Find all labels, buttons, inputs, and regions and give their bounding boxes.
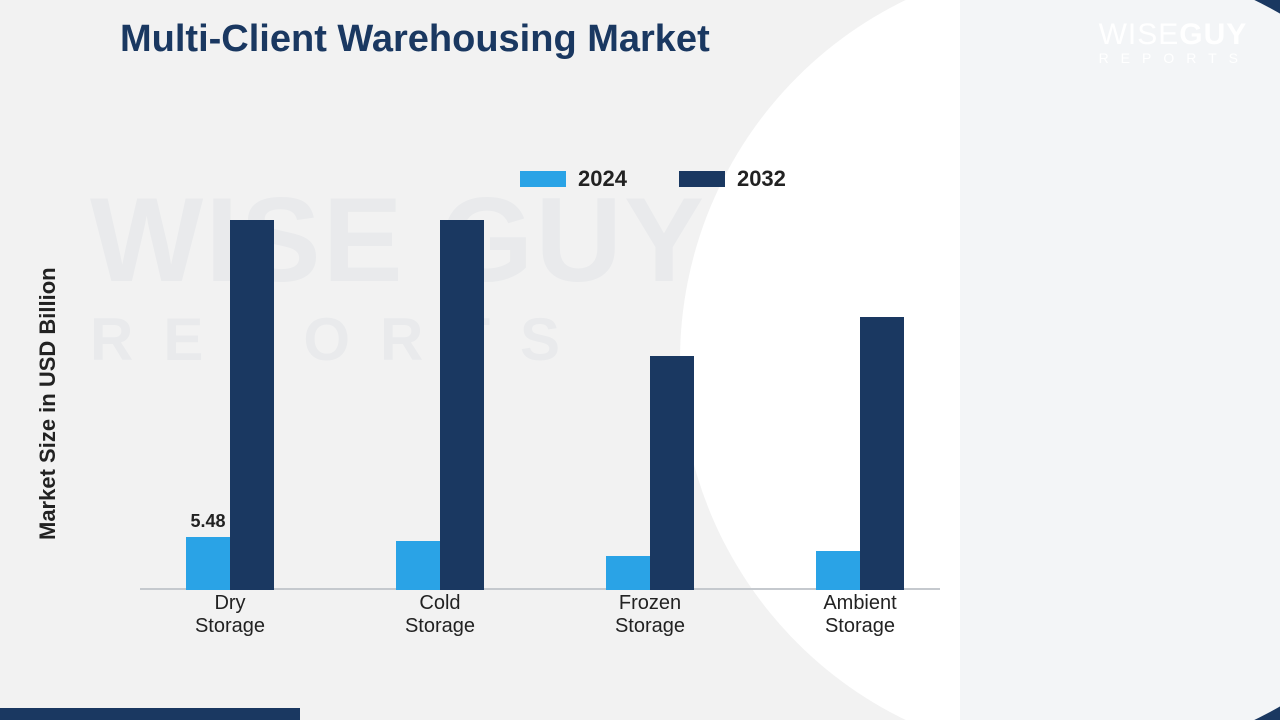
brand-word-1: WISE: [1099, 18, 1180, 51]
bar-2024: [606, 556, 650, 590]
bar-2032: [650, 356, 694, 590]
x-axis-label: AmbientStorage: [823, 592, 896, 638]
brand-logo: WISEGUY REPORTS: [1099, 18, 1250, 66]
legend-label-2032: 2032: [737, 166, 786, 192]
plot-area: 5.48DryStorage ColdStorage FrozenStorage Am…: [140, 200, 940, 590]
bar-group: FrozenStorage: [590, 356, 710, 590]
x-axis-label: FrozenStorage: [615, 592, 685, 638]
brand-word-2: GUY: [1179, 18, 1247, 51]
x-axis-label: ColdStorage: [405, 592, 475, 638]
legend-item-2032: 2032: [679, 166, 786, 192]
legend-item-2024: 2024: [520, 166, 627, 192]
bar-2032: [230, 220, 274, 591]
x-axis-label: DryStorage: [195, 592, 265, 638]
bar-2024: [396, 541, 440, 590]
legend-swatch-2032: [679, 171, 725, 187]
legend-swatch-2024: [520, 171, 566, 187]
bar-group: ColdStorage: [380, 220, 500, 591]
bar-2024: 5.48: [186, 537, 230, 590]
legend-label-2024: 2024: [578, 166, 627, 192]
bar-group: AmbientStorage: [800, 317, 920, 590]
bar-2024: [816, 551, 860, 590]
bar-data-label: 5.48: [190, 511, 225, 532]
bar-group: 5.48DryStorage: [170, 220, 290, 591]
footer-accent-bar: [0, 708, 300, 720]
bar-2032: [440, 220, 484, 591]
chart-stage: WISE GUY REPORTS Multi-Client Warehousin…: [0, 0, 1280, 720]
bar-2032: [860, 317, 904, 590]
brand-line2: REPORTS: [1099, 50, 1250, 66]
chart-title: Multi-Client Warehousing Market: [120, 18, 710, 61]
legend: 2024 2032: [520, 166, 786, 192]
y-axis-label: Market Size in USD Billion: [35, 267, 61, 540]
brand-line1: WISEGUY: [1099, 18, 1250, 52]
